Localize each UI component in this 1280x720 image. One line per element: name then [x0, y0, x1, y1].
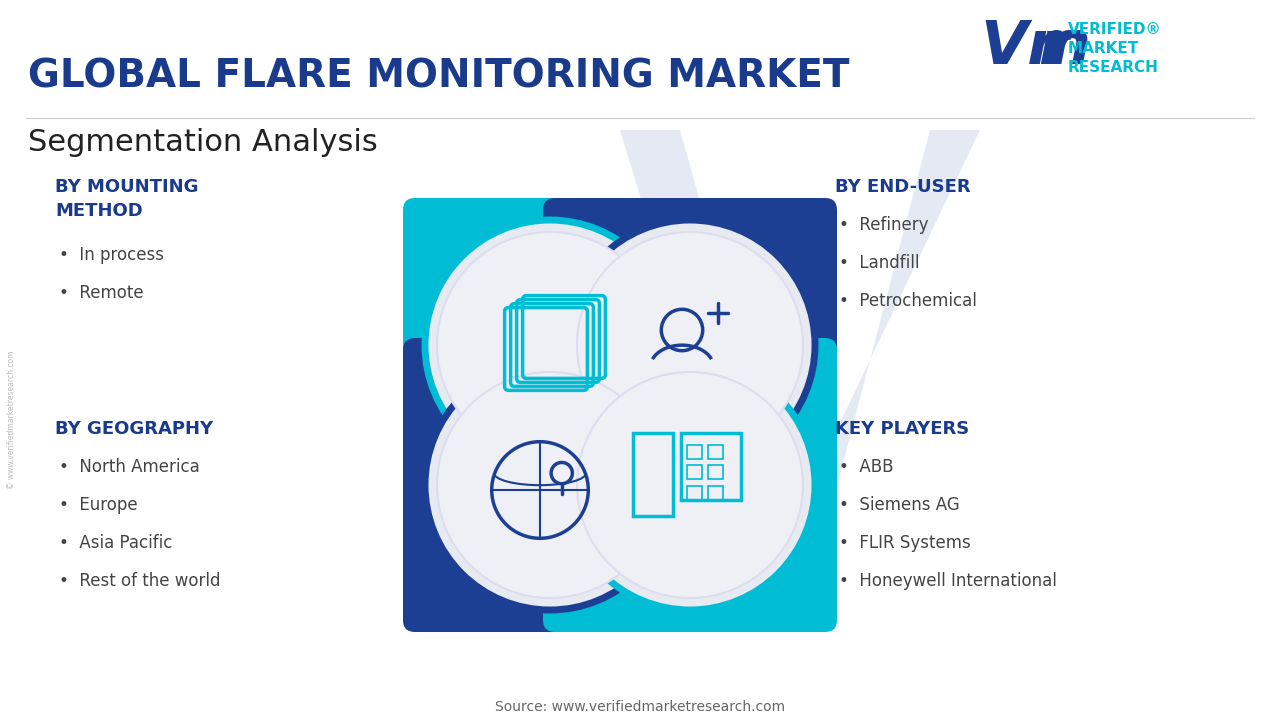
Circle shape — [577, 232, 803, 458]
Circle shape — [436, 232, 663, 458]
Text: Segmentation Analysis: Segmentation Analysis — [28, 128, 378, 157]
Bar — [686, 445, 701, 459]
Polygon shape — [760, 130, 980, 590]
Text: •  Refinery: • Refinery — [838, 216, 928, 234]
FancyBboxPatch shape — [403, 338, 698, 632]
Text: •  North America: • North America — [59, 458, 200, 476]
Bar — [686, 486, 701, 500]
Text: •  Remote: • Remote — [59, 284, 143, 302]
Text: •  Europe: • Europe — [59, 496, 138, 514]
Text: •  ABB: • ABB — [838, 458, 893, 476]
Text: r: r — [1038, 18, 1068, 77]
FancyBboxPatch shape — [543, 338, 837, 632]
FancyBboxPatch shape — [403, 198, 698, 492]
Text: BY GEOGRAPHY: BY GEOGRAPHY — [55, 420, 214, 438]
Text: © www.verifiedmarketresearch.com: © www.verifiedmarketresearch.com — [8, 351, 17, 490]
Bar — [708, 486, 723, 500]
Polygon shape — [620, 130, 810, 590]
Text: •  In process: • In process — [59, 246, 164, 264]
Circle shape — [436, 372, 663, 598]
Bar — [708, 445, 723, 459]
Text: •  Siemens AG: • Siemens AG — [838, 496, 960, 514]
Bar — [686, 465, 701, 480]
Text: •  Rest of the world: • Rest of the world — [59, 572, 220, 590]
Bar — [708, 465, 723, 480]
Text: •  Asia Pacific: • Asia Pacific — [59, 534, 173, 552]
Text: •  Landfill: • Landfill — [838, 254, 919, 272]
Text: •  Petrochemical: • Petrochemical — [838, 292, 977, 310]
Text: GLOBAL FLARE MONITORING MARKET: GLOBAL FLARE MONITORING MARKET — [28, 58, 850, 96]
Circle shape — [425, 360, 675, 610]
Text: VERIFIED®
MARKET
RESEARCH: VERIFIED® MARKET RESEARCH — [1068, 22, 1162, 76]
Circle shape — [564, 220, 815, 470]
Text: •  Honeywell International: • Honeywell International — [838, 572, 1057, 590]
Text: KEY PLAYERS: KEY PLAYERS — [835, 420, 969, 438]
Text: BY END-USER: BY END-USER — [835, 178, 970, 196]
Circle shape — [425, 220, 675, 470]
Text: BY MOUNTING
METHOD: BY MOUNTING METHOD — [55, 178, 198, 220]
Circle shape — [564, 360, 815, 610]
Bar — [632, 433, 673, 516]
Circle shape — [577, 372, 803, 598]
Bar — [681, 433, 741, 500]
Text: Source: www.verifiedmarketresearch.com: Source: www.verifiedmarketresearch.com — [495, 700, 785, 714]
Text: Vm: Vm — [980, 18, 1091, 77]
FancyBboxPatch shape — [543, 198, 837, 492]
Text: •  FLIR Systems: • FLIR Systems — [838, 534, 970, 552]
